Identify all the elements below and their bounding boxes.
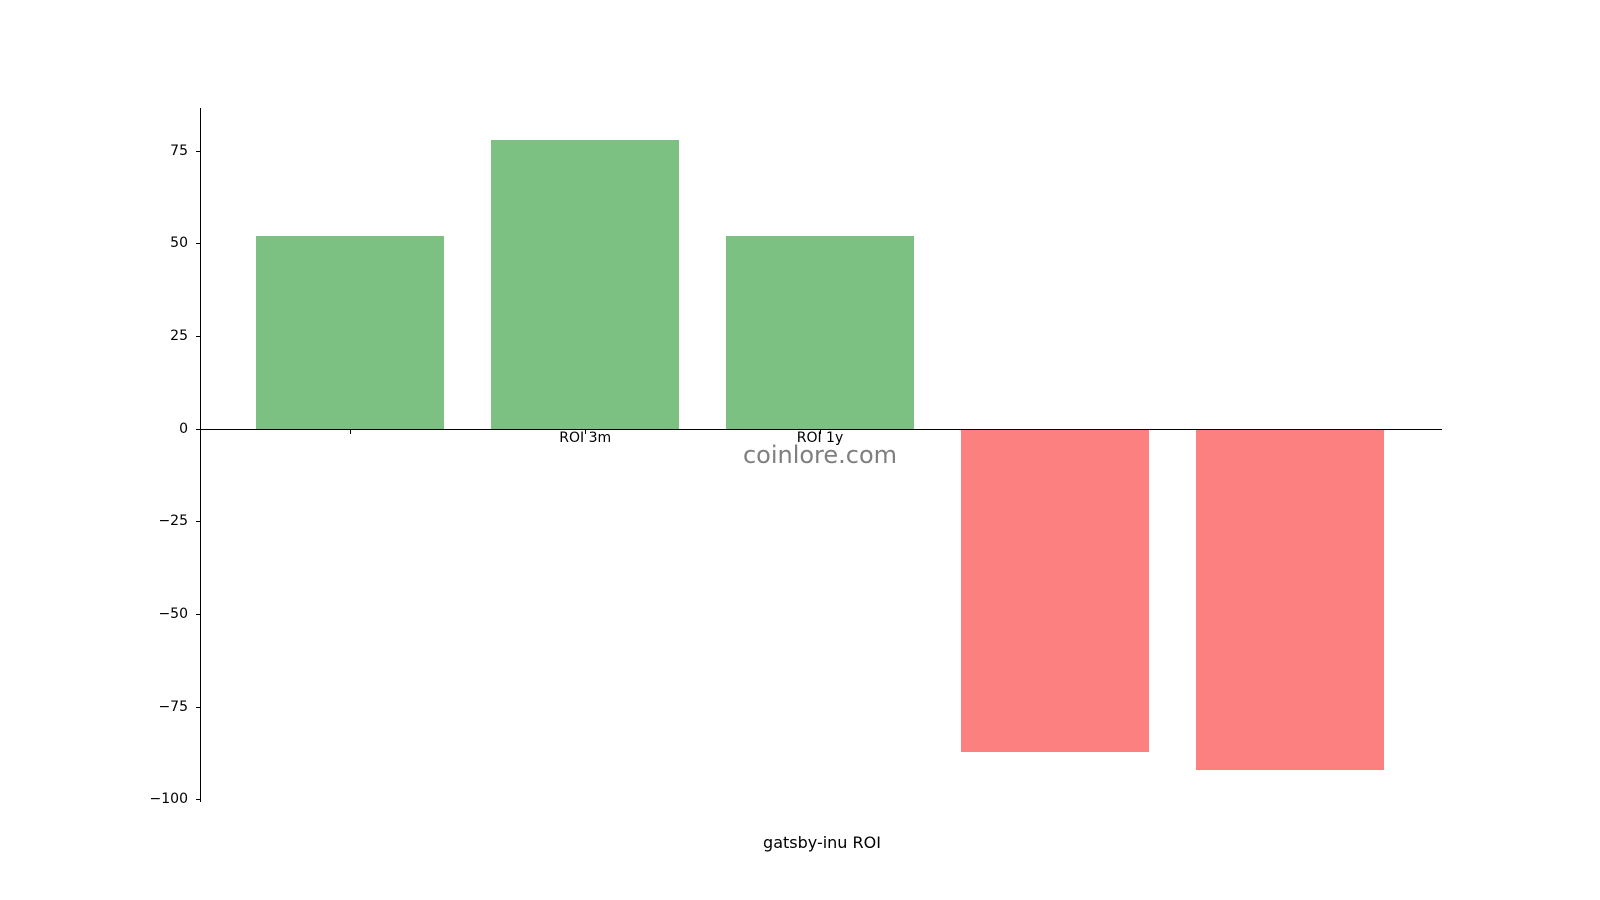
y-axis-spine [200,108,201,802]
y-tick [196,521,200,523]
bar-negative [1195,429,1384,771]
y-tick-label: −50 [158,605,188,622]
watermark: coinlore.com [742,441,898,469]
bar-positive [726,235,914,429]
x-tick [820,429,821,434]
y-tick-label: 75 [170,142,188,159]
y-tick [196,150,200,152]
y-tick [196,428,200,430]
y-tick-label: 25 [170,327,188,344]
x-axis-zero-line [200,428,1442,430]
y-tick [196,799,200,801]
y-tick-label: 50 [170,235,188,252]
y-tick [196,335,200,337]
y-tick-label: −100 [149,791,188,808]
y-tick [196,613,200,615]
bar-positive [491,139,680,429]
bar-negative [960,429,1149,752]
x-tick [585,429,587,434]
x-tick-label: ROI 1y [796,429,844,446]
x-axis-title: gatsby-inu ROI [763,833,881,852]
y-tick [196,243,200,245]
bar-positive [256,235,445,429]
y-tick-label: −75 [158,698,188,715]
y-tick [196,706,200,708]
y-tick-label: 0 [179,420,188,437]
x-tick-label: ROI 3m [559,429,612,446]
x-tick [350,429,352,434]
y-tick-label: −25 [158,513,188,530]
